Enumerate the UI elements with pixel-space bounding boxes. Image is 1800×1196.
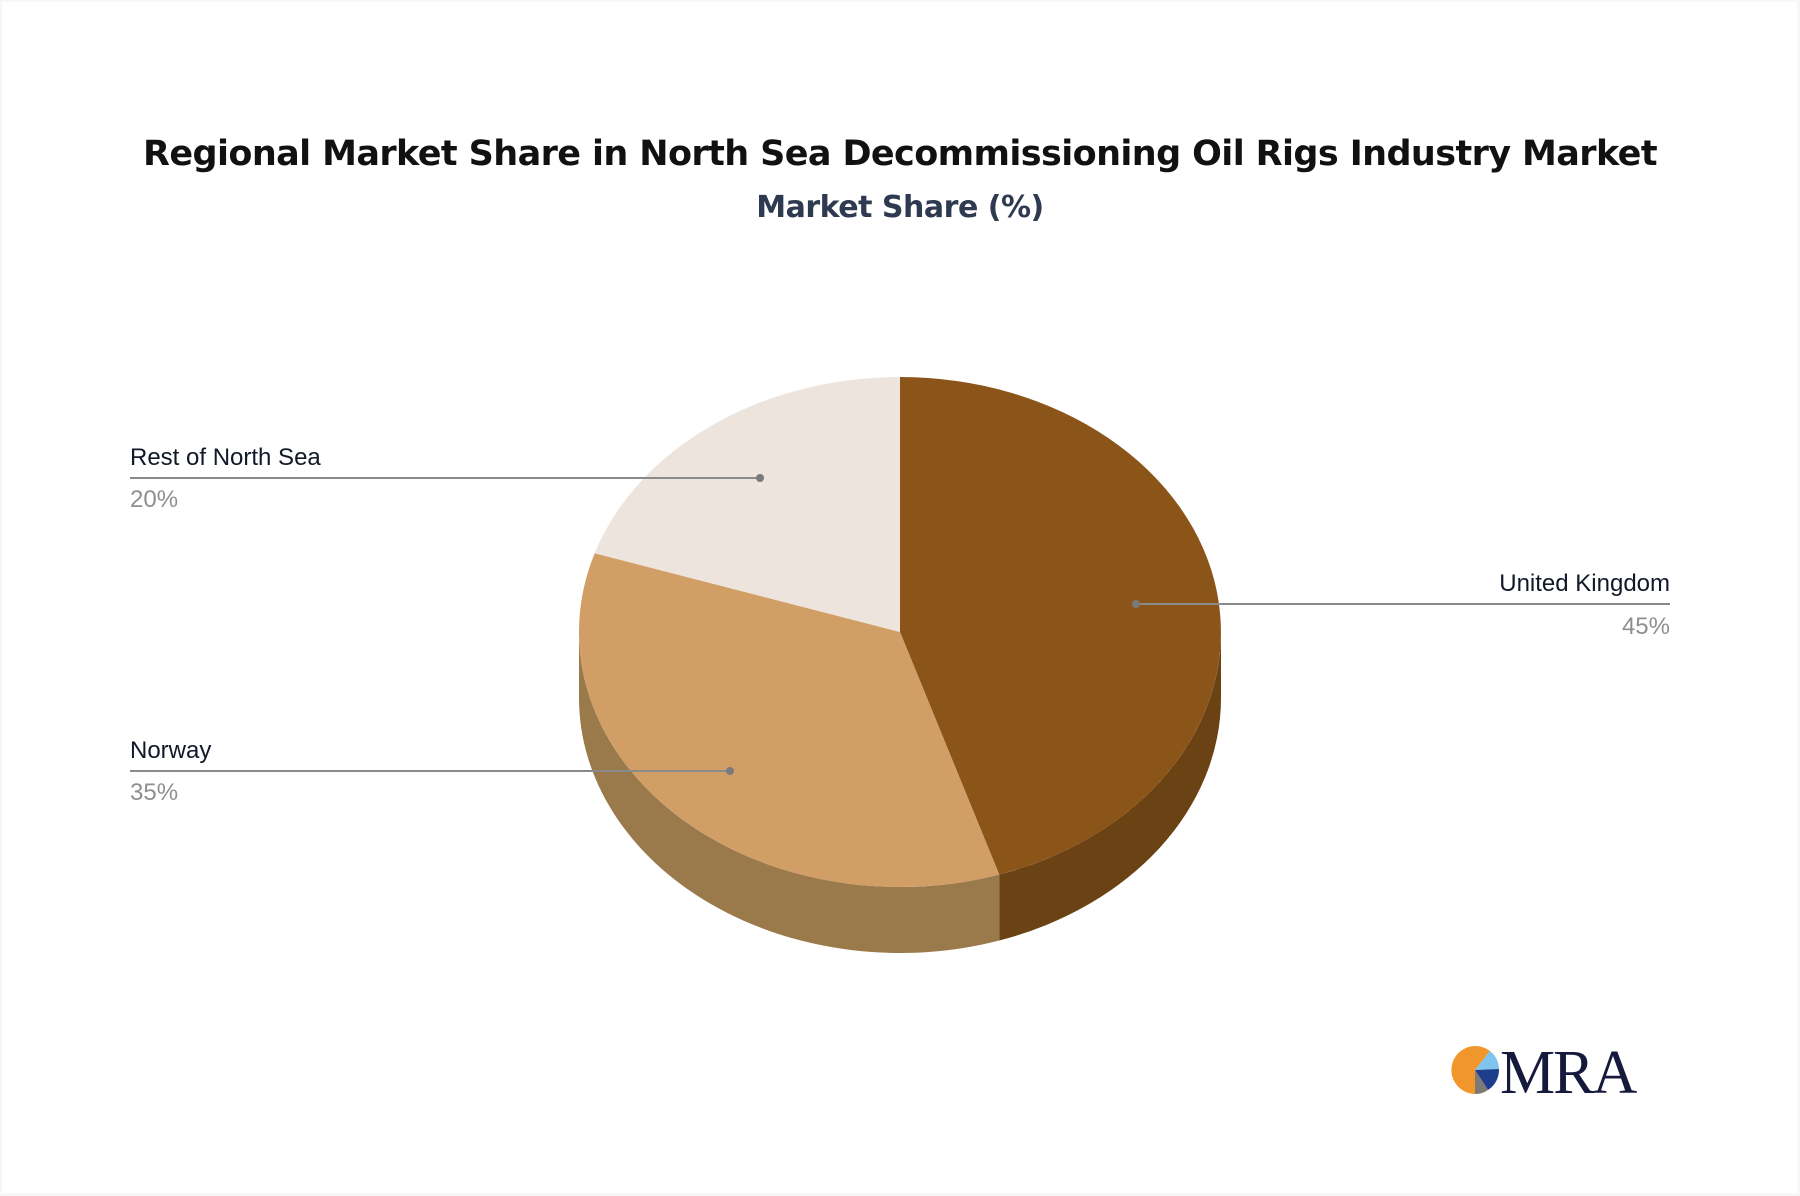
callout-rest-of-north-sea: Rest of North Sea 20%: [130, 444, 764, 513]
mra-logo: MRA: [1451, 1039, 1639, 1107]
label-united-kingdom: United Kingdom: [1499, 570, 1670, 597]
value-united-kingdom: 45%: [1622, 613, 1670, 640]
value-norway: 35%: [130, 779, 178, 806]
logo-text: MRA: [1500, 1039, 1637, 1107]
callout-norway: Norway 35%: [130, 737, 734, 806]
label-rest-of-north-sea: Rest of North Sea: [130, 444, 321, 471]
slice-united-kingdom[interactable]: [900, 377, 1221, 875]
callout-united-kingdom: United Kingdom 45%: [1132, 570, 1670, 640]
leader-dot: [756, 474, 764, 482]
slice-rest-of-north-sea[interactable]: [594, 377, 900, 632]
pie-logo-icon: [1451, 1046, 1500, 1095]
slice-side-uk: [999, 632, 1221, 941]
value-rest-of-north-sea: 20%: [130, 486, 178, 513]
leader-dot: [726, 767, 734, 775]
chart-title: Regional Market Share in North Sea Decom…: [143, 134, 1658, 174]
chart-subtitle: Market Share (%): [756, 190, 1044, 225]
label-norway: Norway: [130, 737, 211, 764]
slice-side-norway: [579, 632, 1000, 953]
slice-norway[interactable]: [578, 553, 1000, 887]
leader-dot: [1132, 600, 1140, 608]
